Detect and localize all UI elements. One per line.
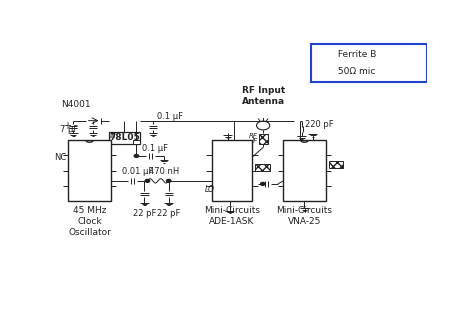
Text: Mini-Circuits
VNA-25: Mini-Circuits VNA-25: [276, 206, 332, 226]
Text: 0.1 μF: 0.1 μF: [142, 144, 168, 154]
Bar: [212, 140, 252, 201]
Bar: [317, 52, 330, 57]
Text: 78L05: 78L05: [109, 133, 140, 143]
Text: 50Ω mic: 50Ω mic: [335, 67, 375, 76]
Text: LO: LO: [204, 185, 214, 193]
Bar: [109, 132, 140, 144]
Bar: [311, 44, 427, 82]
Bar: [283, 140, 326, 201]
Circle shape: [134, 155, 138, 157]
Text: 220 pF: 220 pF: [305, 120, 334, 129]
Text: NC: NC: [55, 153, 66, 162]
Circle shape: [145, 179, 150, 182]
Bar: [317, 69, 330, 74]
Text: 7 μF: 7 μF: [60, 125, 78, 134]
Text: Mini-Circuits
ADE-1ASK: Mini-Circuits ADE-1ASK: [204, 206, 260, 226]
Text: 0.1 μF: 0.1 μF: [156, 112, 182, 121]
Bar: [255, 164, 270, 171]
Text: 22 pF: 22 pF: [157, 209, 181, 218]
Bar: [133, 140, 140, 144]
Circle shape: [166, 179, 171, 182]
Text: 45 MHz
Clock
Oscillator: 45 MHz Clock Oscillator: [68, 206, 111, 237]
Bar: [259, 134, 267, 143]
Text: 470 nH: 470 nH: [149, 167, 180, 175]
Bar: [328, 161, 343, 168]
Text: +: +: [64, 121, 71, 131]
Bar: [68, 140, 111, 201]
Text: 22 pF: 22 pF: [133, 209, 156, 218]
Text: In: In: [110, 133, 117, 139]
Text: IF: IF: [252, 138, 258, 144]
Text: 0.01 μF: 0.01 μF: [122, 167, 153, 175]
Text: N4001: N4001: [61, 100, 91, 109]
Text: Ferrite B: Ferrite B: [335, 50, 376, 59]
Text: RF: RF: [249, 133, 258, 139]
Circle shape: [261, 182, 265, 185]
Text: RF Input
Antenna: RF Input Antenna: [242, 86, 285, 106]
